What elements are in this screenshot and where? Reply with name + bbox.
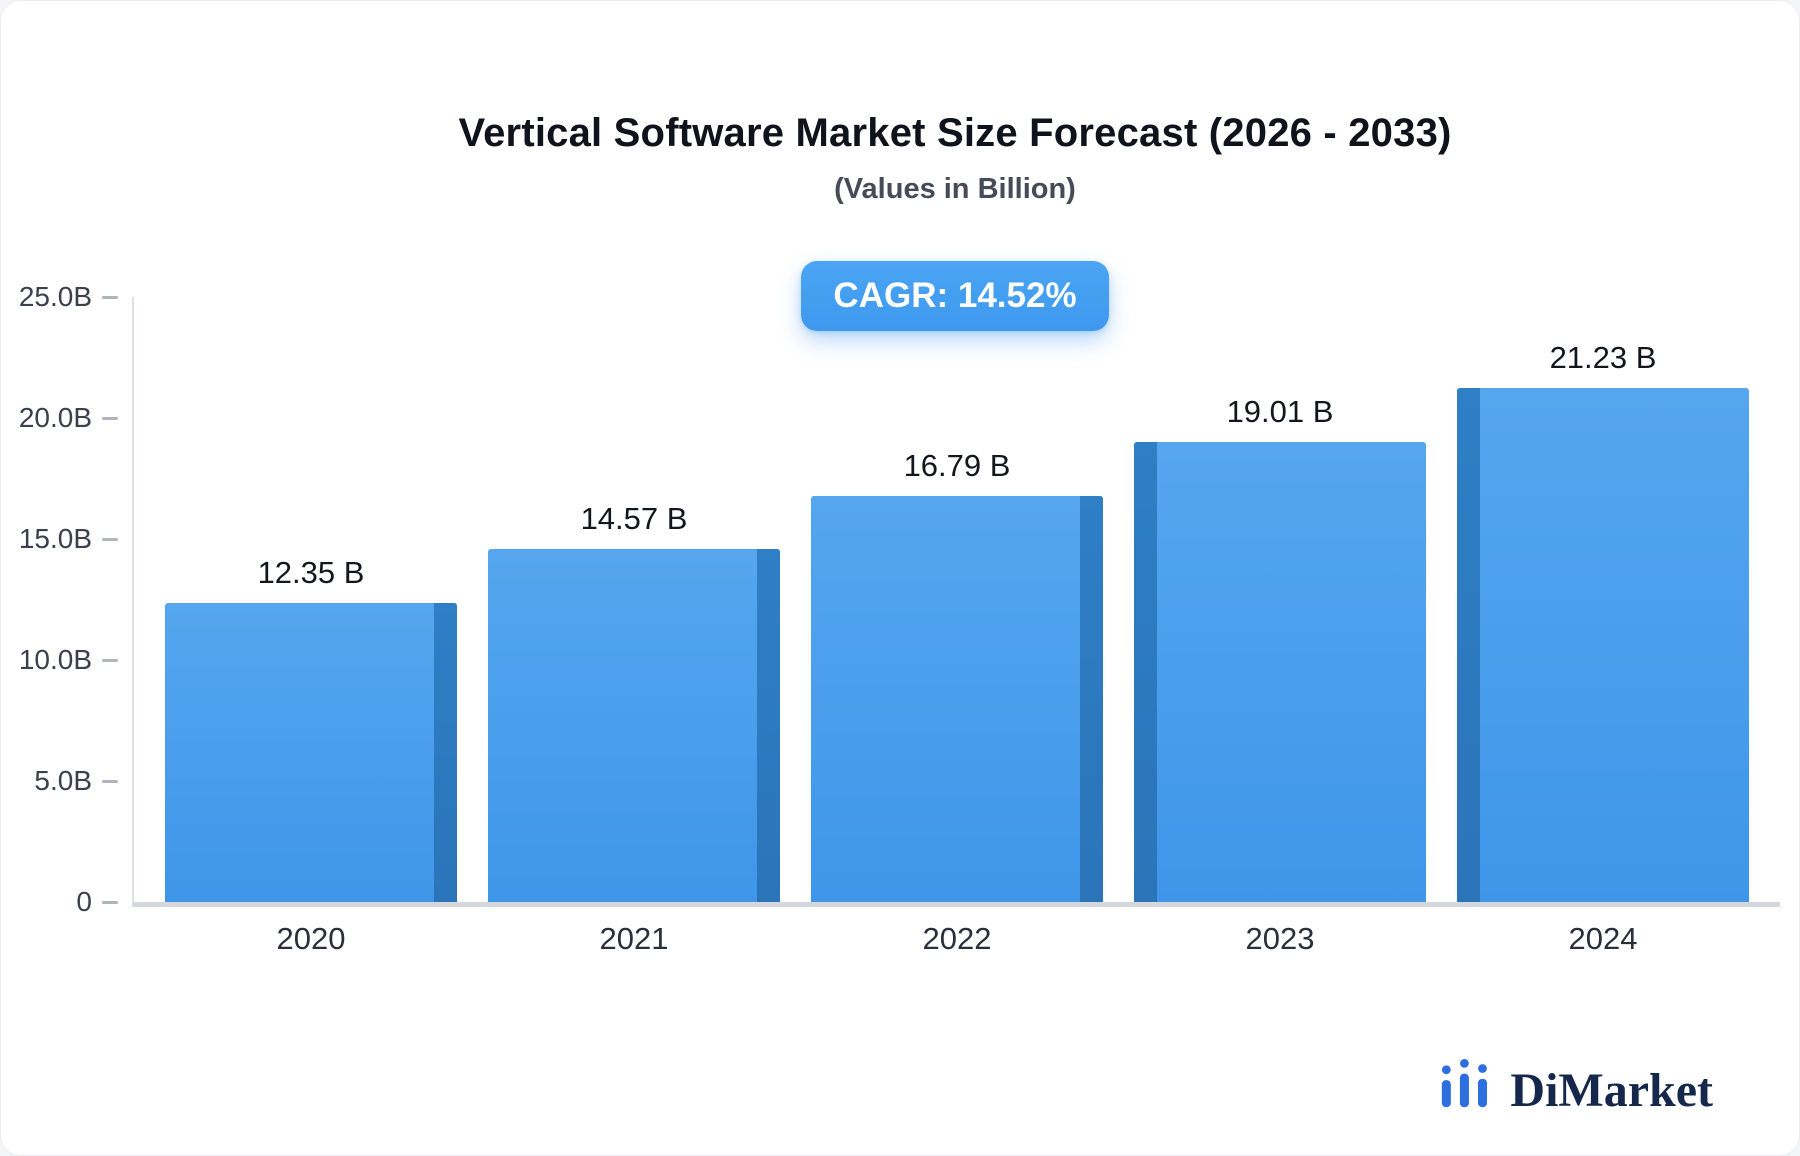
plot-area: 12.35 B 2020 14.57 B 2021 16.79 B 2022 19.01 B… [132,297,1780,956]
x-axis-label: 2023 [1245,921,1315,956]
bar-chart-logo-icon [1436,1058,1498,1115]
chart-subtitle: (Values in Billion) [834,173,1076,205]
bar-column: 14.57 B 2021 [488,297,780,956]
y-axis: 0 5.0B 10.0B 15.0B 20.0B 25.0B [1,281,132,917]
x-axis-label: 2024 [1568,921,1638,956]
y-tick-label: 5.0B [34,765,92,796]
x-axis-label: 2022 [922,921,992,956]
y-tick-label: 10.0B [18,644,92,675]
y-tick: 25.0B [19,281,118,313]
y-tick-dash [102,779,118,783]
bar-value-label: 19.01 B [1226,394,1334,429]
y-tick-dash [102,295,118,299]
bar-2023 [1134,442,1426,902]
y-tick-dash [102,416,118,420]
bar-2021 [488,549,780,902]
bar-3d-edge [1457,388,1480,902]
x-axis-label: 2020 [276,921,346,956]
brand-logo: DiMarket [1436,1058,1713,1115]
bar-2020 [165,603,457,902]
x-axis-label: 2021 [599,921,669,956]
bar-2024 [1457,388,1749,902]
y-tick-label: 0 [76,886,92,917]
bar-3d-edge [757,549,780,902]
y-tick: 20.0B [19,402,118,434]
chart-title: Vertical Software Market Size Forecast (… [458,111,1452,155]
bar-column: 19.01 B 2023 [1134,297,1426,956]
bar-value-label: 12.35 B [257,555,365,591]
y-tick: 0 [76,886,118,918]
bar-3d-edge [434,603,457,902]
y-tick-label: 25.0B [18,281,92,312]
bar-2022 [811,495,1103,902]
bar-column: 21.23 B 2024 [1457,297,1749,956]
y-tick: 10.0B [19,644,118,676]
y-tick-dash [102,658,118,662]
bar-value-label: 14.57 B [580,501,688,537]
bar-value-label: 16.79 B [903,447,1011,483]
cagr-badge: CAGR: 14.52% [801,261,1109,331]
bar-column: 16.79 B 2022 [811,297,1103,956]
badge-row: CAGR: 14.52% [132,261,1778,331]
y-tick-label: 15.0B [18,523,92,554]
y-tick: 15.0B [19,523,118,555]
y-tick-label: 20.0B [18,402,92,433]
bar-column: 12.35 B 2020 [165,297,457,956]
y-tick-dash [102,900,118,904]
bar-3d-edge [1080,495,1103,902]
brand-name: DiMarket [1510,1064,1713,1117]
y-tick-dash [102,537,118,541]
bar-value-label: 21.23 B [1549,340,1657,376]
y-tick: 5.0B [34,765,118,797]
bar-3d-edge [1134,442,1157,902]
